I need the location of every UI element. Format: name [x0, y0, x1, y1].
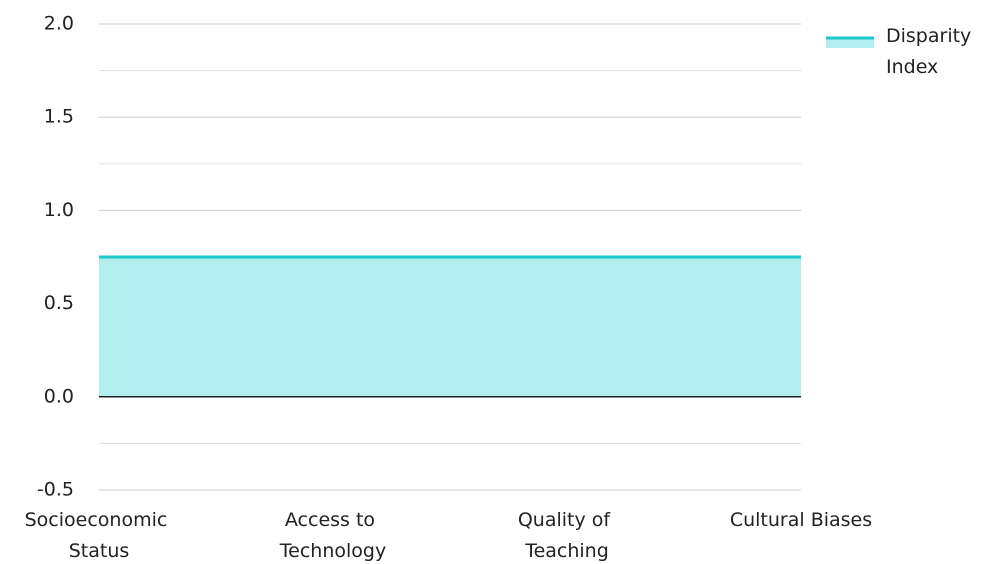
label-line: Cultural Biases	[730, 509, 872, 531]
y-tick-label: 1.0	[44, 199, 74, 221]
label-line: Status	[69, 540, 130, 562]
label-line: Access to	[285, 509, 381, 531]
label-line: Index	[886, 56, 938, 78]
y-tick-label: 0.5	[44, 292, 74, 314]
y-tick-label: 2.0	[44, 13, 74, 35]
legend-swatch-fill	[826, 38, 874, 48]
area	[99, 257, 801, 397]
x-tick-label: Cultural Biases	[730, 509, 872, 531]
label-line: Quality of	[518, 509, 616, 531]
label-line: Socioeconomic	[25, 509, 174, 531]
x-tick-label: Quality of Teaching	[518, 509, 616, 562]
y-tick-label: 0.0	[44, 385, 74, 407]
x-tick-label: Socioeconomic Status	[25, 509, 174, 562]
legend-label: Disparity Index	[886, 25, 977, 78]
x-tick-label: Access to Technology	[279, 509, 386, 562]
label-line: Teaching	[524, 540, 609, 562]
y-tick-label: -0.5	[37, 479, 74, 501]
y-tick-label: 1.5	[44, 106, 74, 128]
label-line: Technology	[279, 540, 386, 562]
label-line: Disparity	[886, 25, 977, 47]
